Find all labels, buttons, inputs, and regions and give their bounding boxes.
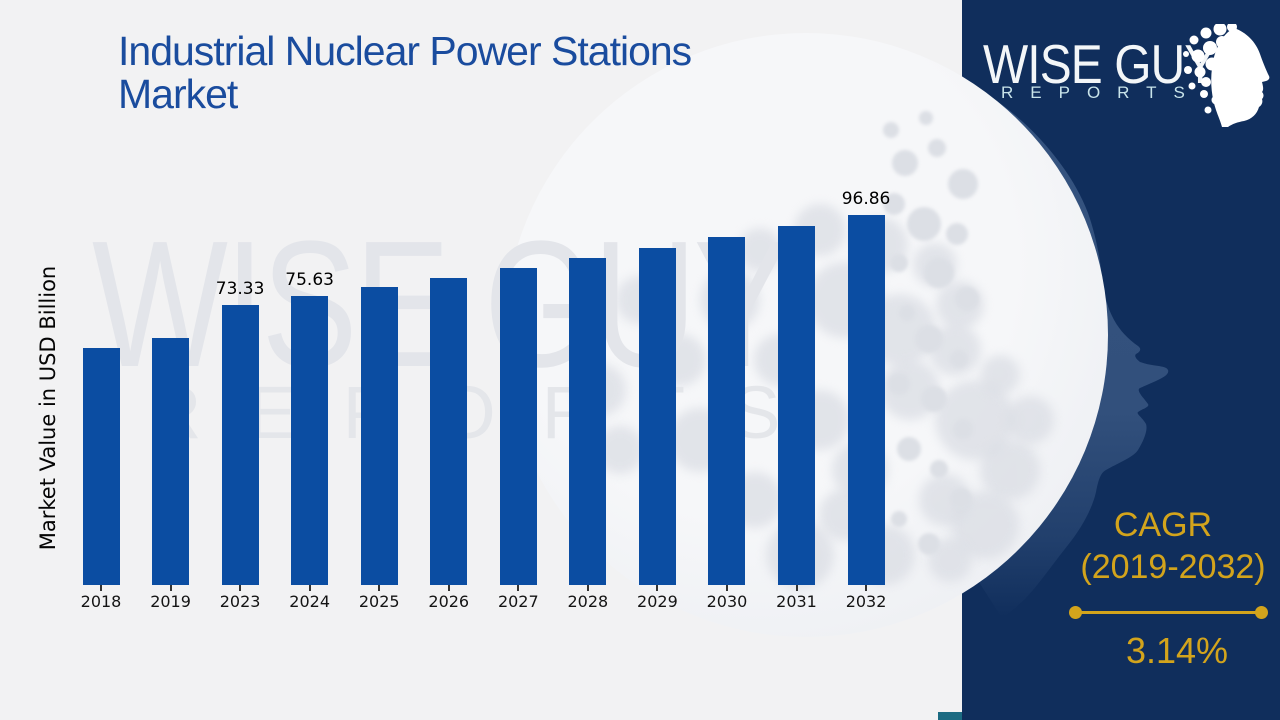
x-tick	[517, 585, 520, 591]
watermark-dot	[930, 460, 948, 478]
page-title: Industrial Nuclear Power Stations Market	[118, 28, 692, 118]
globe-blotch	[1006, 396, 1054, 444]
watermark-dot	[888, 373, 910, 395]
logo-face-dot	[1189, 35, 1199, 45]
watermark-dot	[907, 207, 941, 241]
watermark-dot	[946, 223, 968, 245]
cagr-divider	[1069, 605, 1268, 619]
watermark-dot	[899, 305, 915, 321]
watermark-dot	[921, 386, 947, 412]
logo-face-dot	[1188, 82, 1196, 90]
x-tick	[447, 585, 450, 591]
watermark-dot	[897, 437, 921, 461]
logo-face-dot	[1200, 27, 1212, 39]
x-tick-label: 2026	[428, 592, 470, 611]
logo-face-dot	[1218, 108, 1226, 116]
x-tick-label: 2027	[497, 592, 539, 611]
x-tick	[169, 585, 172, 591]
x-tick-label: 2023	[219, 592, 261, 611]
watermark-dot	[950, 350, 968, 368]
cagr-value: 3.14%	[1125, 630, 1229, 671]
x-tick-label: 2018	[80, 592, 122, 611]
x-tick	[308, 585, 311, 591]
logo-face-dot	[1184, 66, 1192, 74]
logo-face-dot	[1201, 77, 1211, 87]
cagr-divider-line	[1075, 611, 1262, 614]
logo-face-dot	[1211, 95, 1221, 105]
watermark-brand: WISE GUY	[92, 204, 790, 405]
watermark-dot	[924, 258, 954, 288]
x-tick-label: 2024	[289, 592, 330, 611]
cagr-range: (2019-2032)	[1080, 548, 1266, 586]
logo-face-dot	[1225, 89, 1235, 99]
logo-face-dot	[1228, 74, 1236, 82]
x-tick	[100, 585, 102, 591]
brand-logo-sub: REPORTS	[1001, 83, 1202, 102]
watermark-dot	[915, 325, 943, 353]
logo-face-dot	[1213, 24, 1227, 36]
watermark-dot	[890, 254, 908, 272]
logo-face-dot	[1227, 24, 1237, 32]
x-tick	[239, 585, 242, 591]
logo-face-dot	[1183, 51, 1189, 57]
globe-blotch	[980, 440, 1040, 500]
logo-face-dot	[1204, 106, 1212, 114]
watermark-dot	[948, 169, 978, 199]
watermark-dot	[883, 122, 899, 138]
logo-face-dot	[1216, 36, 1228, 48]
logo-face-dot	[1191, 49, 1205, 63]
brand-logo-text: WISE GUY	[983, 33, 1216, 95]
globe-blotch	[855, 525, 915, 585]
x-tick-label: 2025	[358, 592, 400, 611]
watermark-dot	[883, 193, 905, 215]
x-tick	[378, 585, 381, 591]
watermark-dot	[928, 139, 946, 157]
cagr-label: CAGR	[1113, 506, 1213, 544]
watermark-sub: REPORTS	[148, 371, 827, 454]
globe-blotch	[980, 355, 1020, 395]
x-tick	[586, 585, 589, 591]
watermark-dot	[892, 150, 918, 176]
logo-face-dot	[1194, 66, 1206, 78]
watermark-dot	[955, 287, 979, 311]
cagr-divider-right-dot	[1255, 606, 1268, 619]
globe-blotch	[832, 442, 888, 498]
brand-face-icon	[1183, 24, 1270, 127]
watermark-dot	[919, 111, 933, 125]
watermark-dot	[918, 533, 940, 555]
globe-blotch	[727, 472, 783, 528]
watermark-dot	[891, 511, 907, 527]
logo-face-dot	[1214, 66, 1226, 78]
logo-face-dot	[1205, 57, 1219, 71]
logo-face-dot	[1200, 90, 1208, 98]
x-tick-label: 2028	[567, 592, 609, 611]
globe-blotch	[794, 204, 846, 256]
x-tick-label: 2019	[150, 592, 191, 611]
logo-face-dot	[1213, 81, 1223, 91]
y-axis-label: Market Value in USD Billion	[36, 265, 60, 551]
watermark-dot	[950, 488, 972, 510]
logo-face-dot	[1219, 53, 1229, 63]
watermark-dot	[953, 419, 973, 439]
teal-accent	[938, 712, 962, 720]
globe-blotch	[766, 521, 834, 589]
logo-face-dot	[1203, 41, 1217, 55]
globe-blotch	[807, 262, 883, 338]
